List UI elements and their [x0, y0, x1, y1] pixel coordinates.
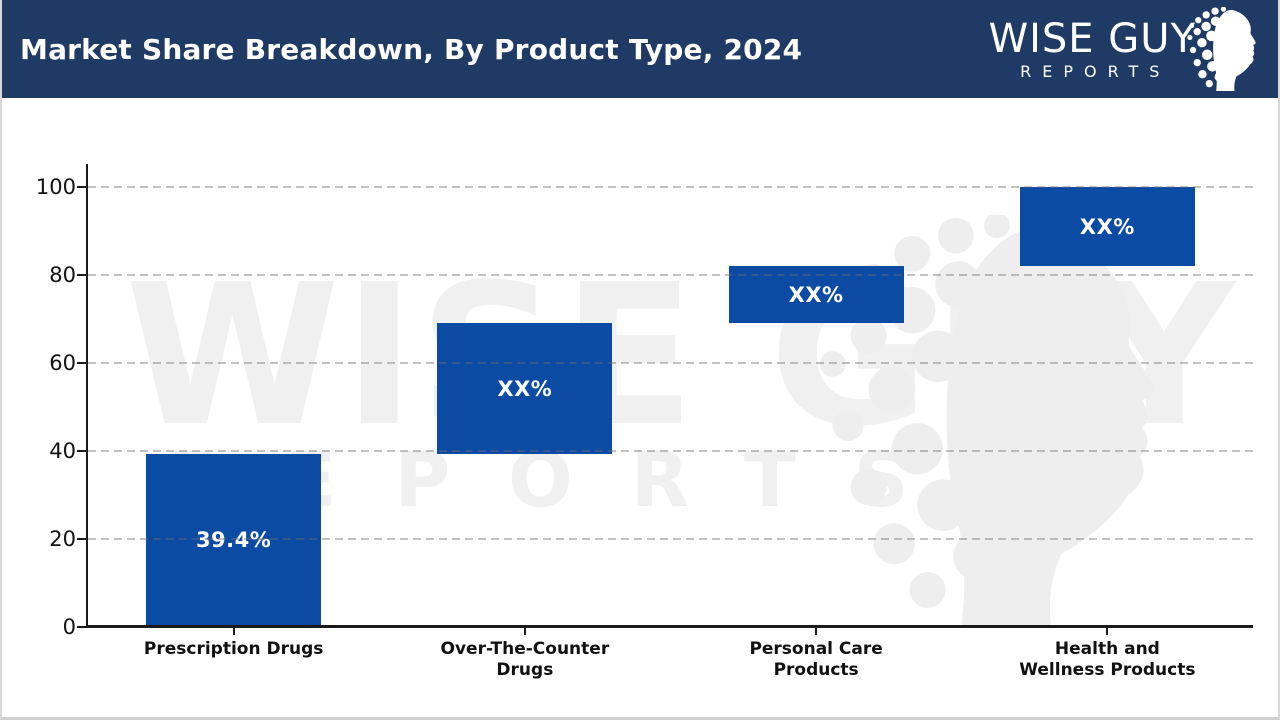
bar: 39.4%	[146, 453, 322, 627]
x-category-line: Wellness Products	[1019, 660, 1196, 680]
logo-subname: REPORTS	[1020, 61, 1171, 81]
page-title: Market Share Breakdown, By Product Type,…	[20, 32, 803, 66]
y-axis-ticks	[77, 165, 86, 628]
y-tick-mark	[77, 186, 86, 188]
x-category-line: Products	[773, 660, 859, 680]
logo-text: WISE GUY REPORTS	[989, 17, 1196, 82]
gridline	[88, 450, 1253, 452]
bar-value-label: 39.4%	[195, 528, 272, 553]
y-tick-label: 20	[49, 527, 76, 551]
gridline	[88, 362, 1253, 364]
x-tick-mark	[232, 628, 235, 635]
logo-name: WISE GUY	[988, 15, 1196, 62]
bar-value-label: XX%	[788, 282, 844, 307]
plot-area: 39.4% XX% XX% XX%	[88, 165, 1253, 627]
x-axis-labels: Prescription Drugs Over-The-Counter Drugs P…	[88, 628, 1253, 698]
x-axis-ticks	[88, 628, 1253, 636]
y-tick-mark	[77, 626, 86, 628]
y-tick-label: 0	[62, 615, 76, 639]
bar: XX%	[437, 323, 613, 454]
x-axis-line	[86, 625, 1253, 628]
gridline	[88, 274, 1253, 276]
y-tick-mark	[77, 450, 86, 452]
wise-guy-reports-logo: WISE GUY REPORTS	[989, 7, 1264, 91]
y-tick-label: 80	[49, 263, 76, 287]
bar-value-label: XX%	[1079, 214, 1135, 239]
y-tick-label: 60	[49, 351, 76, 375]
x-category-label: Health and Wellness Products	[960, 639, 1254, 681]
y-tick-mark	[77, 362, 86, 364]
gridline	[88, 538, 1253, 540]
x-category-line: Drugs	[496, 660, 554, 680]
y-axis-line	[86, 164, 88, 628]
gridline	[88, 186, 1253, 188]
y-tick-label: 40	[49, 439, 76, 463]
x-category-label: Personal Care Products	[669, 639, 963, 681]
x-tick-mark	[815, 628, 818, 635]
bar-value-label: XX%	[497, 376, 553, 401]
y-tick-label: 100	[35, 175, 76, 199]
x-tick-mark	[1106, 628, 1109, 635]
logo-face-icon	[1187, 7, 1256, 91]
x-category-line: Personal Care	[749, 639, 883, 659]
x-category-label: Over-The-Counter Drugs	[378, 639, 672, 681]
x-category-line: Prescription Drugs	[143, 639, 324, 659]
header-bar: Market Share Breakdown, By Product Type,…	[0, 0, 1280, 98]
x-category-line: Health and	[1054, 639, 1160, 659]
y-tick-mark	[77, 274, 86, 276]
x-tick-mark	[523, 628, 526, 635]
bar: XX%	[1019, 187, 1195, 267]
y-axis-labels: 0 20 40 60 80 100	[0, 165, 76, 639]
y-tick-mark	[77, 538, 86, 540]
x-category-label: Prescription Drugs	[87, 639, 381, 660]
x-category-line: Over-The-Counter	[440, 639, 610, 659]
